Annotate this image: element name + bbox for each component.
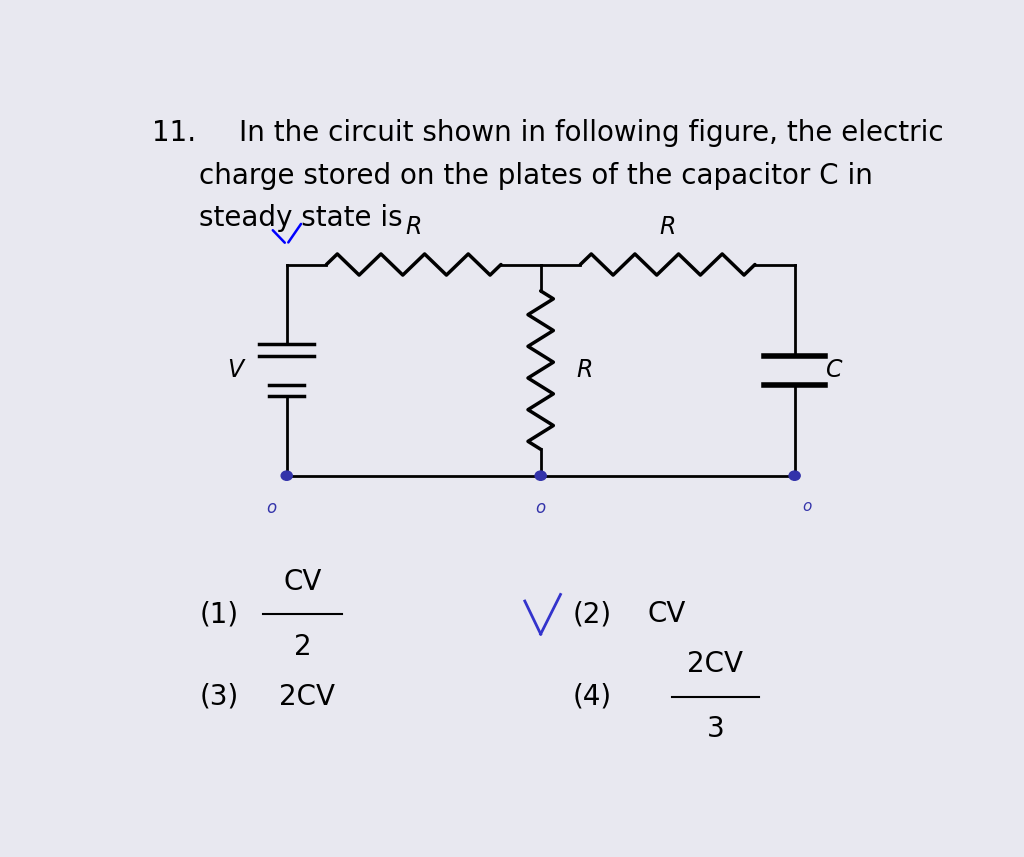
Text: o: o [266,499,275,517]
Text: 2CV: 2CV [687,650,743,678]
Text: V: V [227,358,243,382]
Text: (3): (3) [200,683,239,710]
Circle shape [790,471,800,480]
Text: o: o [536,499,546,517]
Text: (2): (2) [572,600,611,628]
Text: 2: 2 [294,632,311,661]
Text: R: R [659,215,676,239]
Text: (4): (4) [572,683,611,710]
Text: o: o [802,499,811,514]
Text: 3: 3 [707,716,724,743]
Text: CV: CV [648,600,686,628]
Text: In the circuit shown in following figure, the electric: In the circuit shown in following figure… [240,119,944,147]
Text: (1): (1) [200,600,239,628]
Text: R: R [577,358,593,382]
Text: C: C [826,358,843,382]
Text: 11.: 11. [152,119,196,147]
Text: R: R [406,215,422,239]
Text: CV: CV [284,568,322,596]
Text: charge stored on the plates of the capacitor C in: charge stored on the plates of the capac… [200,162,873,190]
Circle shape [282,471,292,480]
Text: steady state is: steady state is [200,204,403,231]
Text: 2CV: 2CV [279,683,335,710]
Circle shape [536,471,546,480]
